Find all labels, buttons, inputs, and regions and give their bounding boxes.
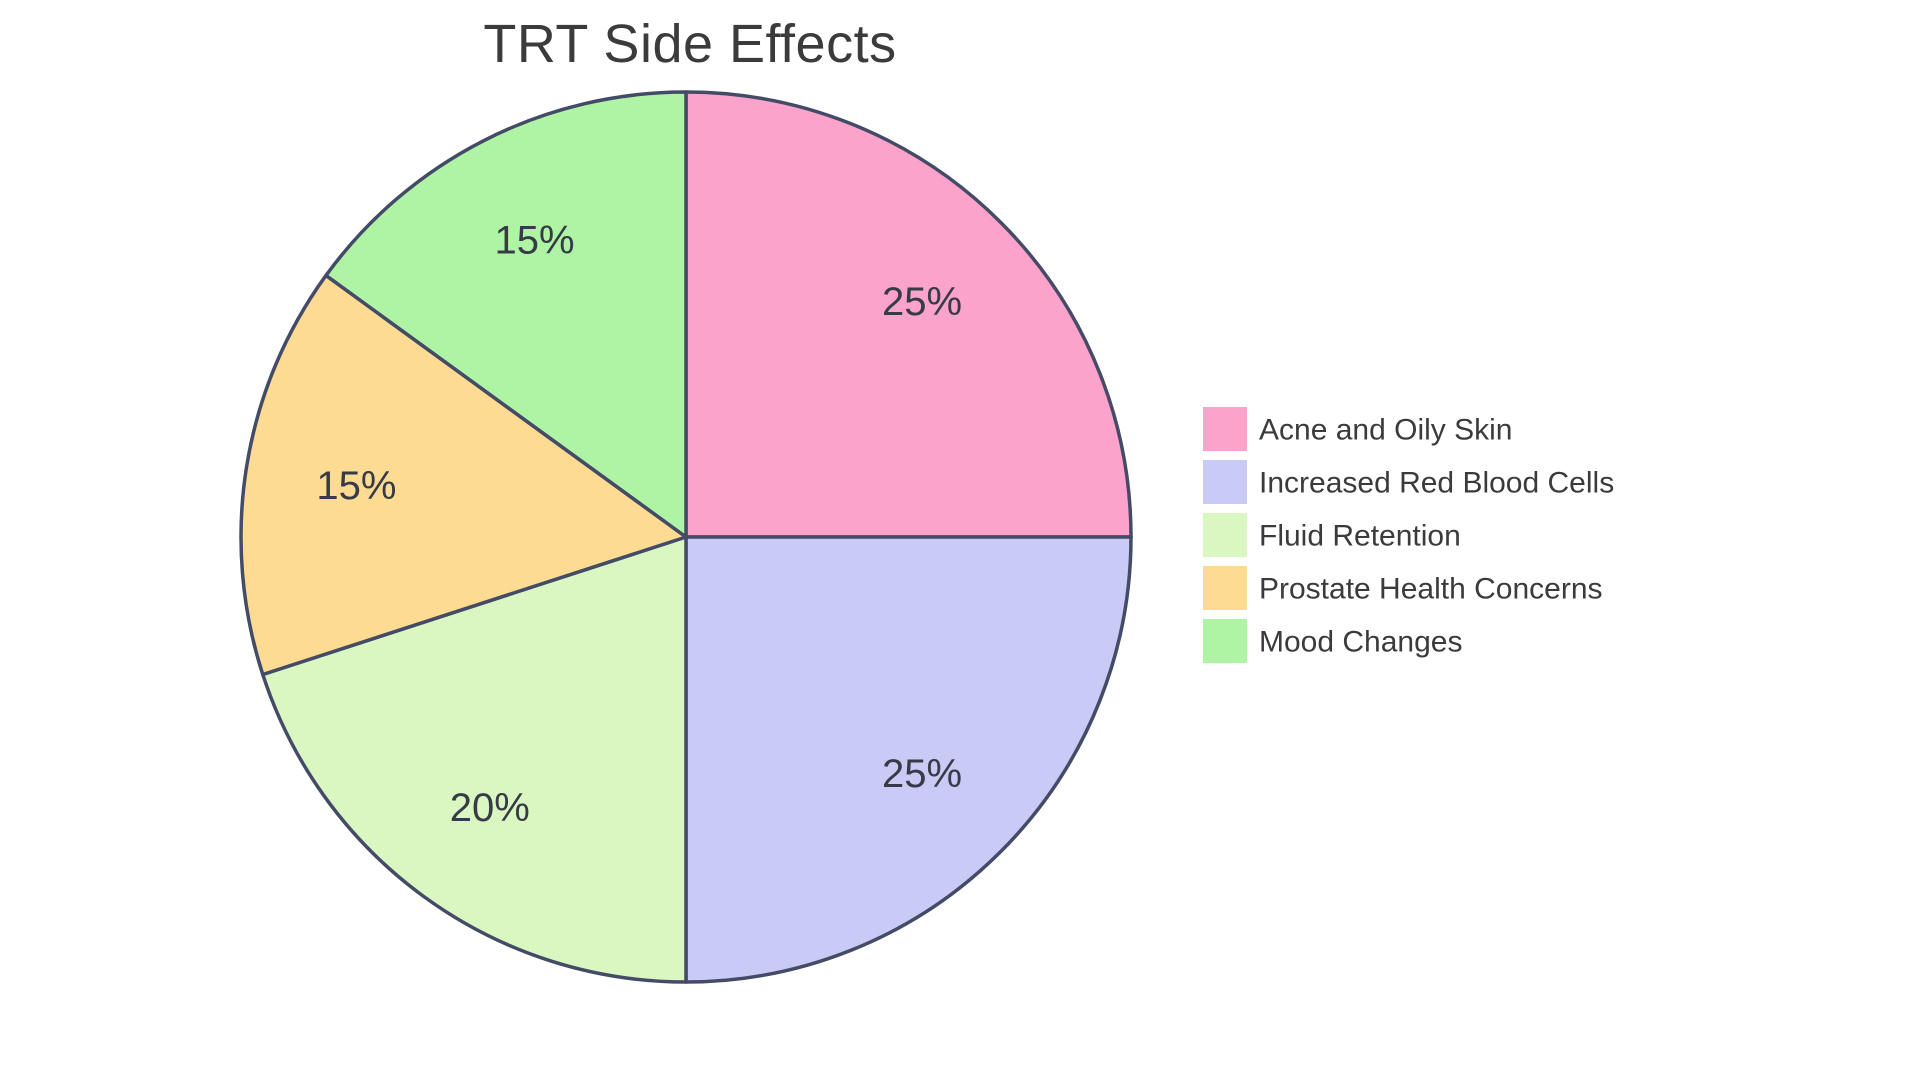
pie-slices [239, 90, 1133, 984]
legend-label: Mood Changes [1259, 626, 1462, 659]
slice-percent-label-prostate-health-concerns: 15% [316, 464, 396, 508]
legend-swatch-mood-changes [1203, 619, 1247, 663]
slice-percent-label-fluid-retention: 20% [450, 786, 530, 830]
pie-slice-labels: 25% 25% 20% 15% 15% [316, 219, 962, 830]
legend-item-fluid-retention[interactable]: Fluid Retention [1203, 513, 1461, 557]
slice-percent-label-increased-red-blood-cells: 25% [882, 752, 962, 796]
legend-item-increased-red-blood-cells[interactable]: Increased Red Blood Cells [1203, 460, 1614, 504]
pie-slice-fluid-retention[interactable] [261, 535, 688, 984]
legend-label: Acne and Oily Skin [1259, 414, 1512, 447]
legend-item-acne-and-oily-skin[interactable]: Acne and Oily Skin [1203, 407, 1512, 451]
legend-item-prostate-health-concerns[interactable]: Prostate Health Concerns [1203, 566, 1603, 610]
chart-title: TRT Side Effects [483, 14, 896, 74]
legend-item-mood-changes[interactable]: Mood Changes [1203, 619, 1462, 663]
pie-slice-mood-changes[interactable] [324, 90, 688, 539]
legend-label: Prostate Health Concerns [1259, 573, 1603, 606]
legend-swatch-acne-and-oily-skin [1203, 407, 1247, 451]
slice-percent-label-acne-and-oily-skin: 25% [882, 280, 962, 324]
legend-label: Fluid Retention [1259, 520, 1461, 553]
pie-slice-prostate-health-concerns[interactable] [239, 273, 688, 677]
pie-slice-acne-and-oily-skin[interactable] [684, 90, 1133, 539]
legend: Acne and Oily Skin Increased Red Blood Ce… [1203, 407, 1614, 663]
legend-label: Increased Red Blood Cells [1259, 467, 1614, 500]
legend-swatch-fluid-retention [1203, 513, 1247, 557]
pie-slice-increased-red-blood-cells[interactable] [684, 535, 1133, 984]
slice-percent-label-mood-changes: 15% [494, 219, 574, 263]
legend-swatch-prostate-health-concerns [1203, 566, 1247, 610]
legend-swatch-increased-red-blood-cells [1203, 460, 1247, 504]
